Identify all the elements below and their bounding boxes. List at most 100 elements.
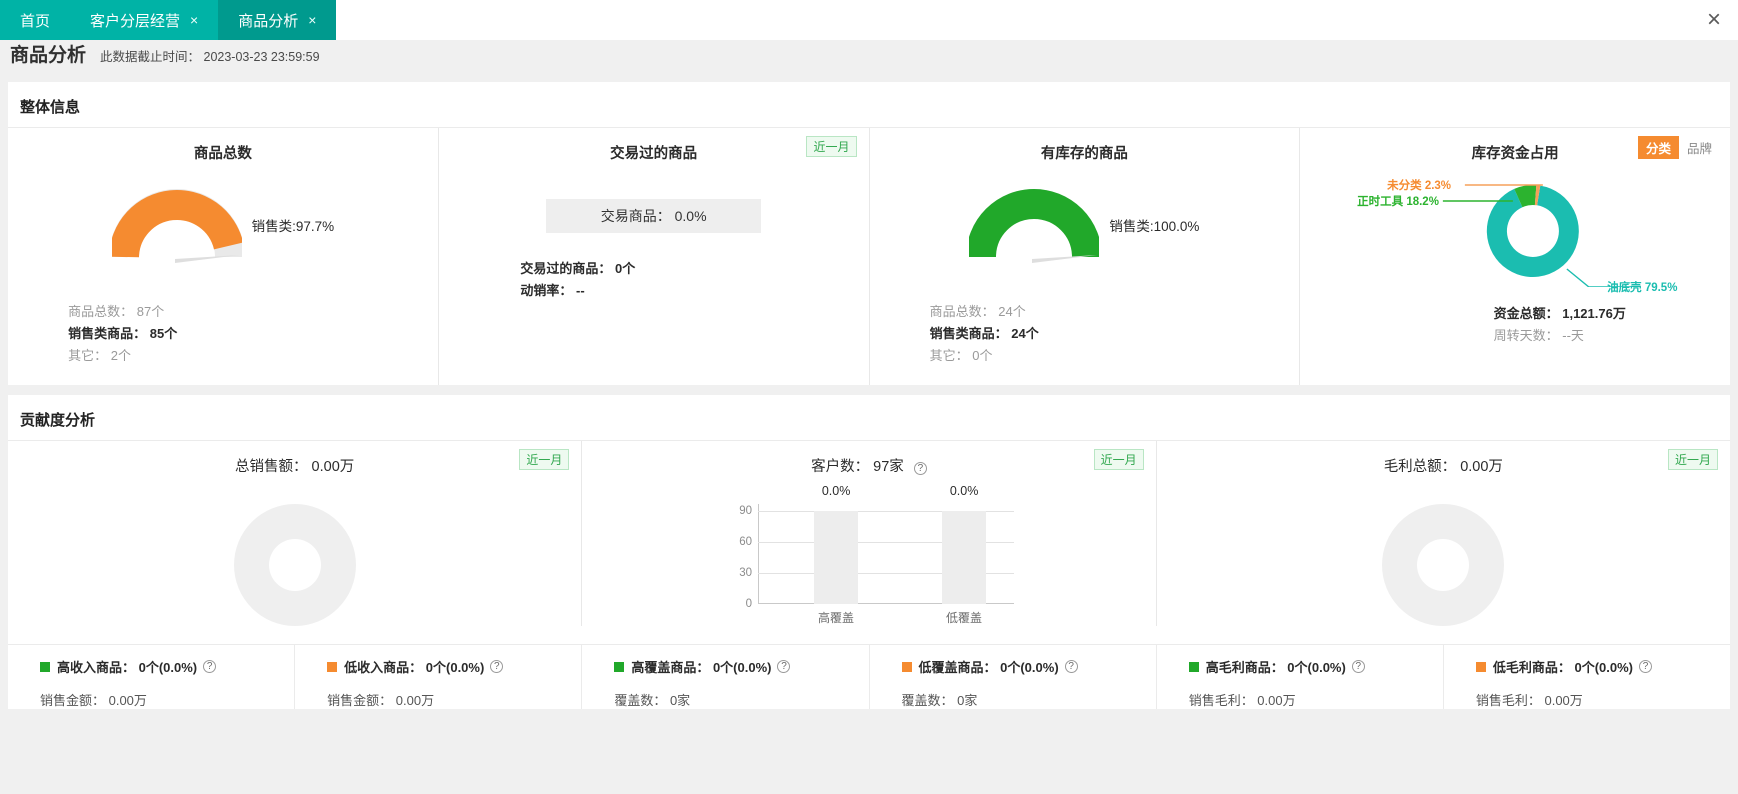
help-icon[interactable]: ? [1064, 660, 1078, 673]
toggle-option-category[interactable]: 分类 [1637, 136, 1679, 159]
card-title: 商品总数 [193, 146, 252, 162]
gauge-percent-label: 销售类:97.7% [251, 219, 335, 234]
gridline [757, 511, 1014, 512]
legend-swatch-green [614, 661, 625, 672]
legend-heading: 低毛利商品： 0个(0.0%) ? [1475, 657, 1730, 676]
card-total-products: 商品总数 销售类:97.7% 商品总数： 87个 销售类商品： 85个 其它： … [8, 128, 439, 385]
tab-customer-tiering[interactable]: 客户分层经营 × [70, 0, 218, 40]
stat-line: 销售类商品： 24个 [929, 326, 1039, 341]
help-icon[interactable]: ? [490, 660, 504, 673]
stat-line: 交易过的商品： 0个 [520, 261, 636, 276]
donut-label-oil-pan: 油底壳 79.5% [1607, 282, 1678, 294]
legend-subline: 销售毛利： 0.00万 [1475, 693, 1583, 708]
y-axis-tick: 60 [739, 536, 752, 548]
help-icon[interactable]: ? [203, 660, 217, 673]
contribution-columns: 近一月 总销售额： 0.00万 近一月 客户数： 97家 ? 90 60 [8, 441, 1730, 626]
legend-heading: 低收入商品： 0个(0.0%) ? [327, 657, 581, 676]
x-axis [757, 603, 1014, 604]
gridline [757, 542, 1014, 543]
card-title: 有库存的商品 [1040, 146, 1128, 162]
help-icon[interactable]: ? [913, 462, 927, 475]
y-axis [757, 504, 759, 604]
legend-heading: 高收入商品： 0个(0.0%) ? [40, 657, 294, 676]
period-badge[interactable]: 近一月 [519, 449, 570, 470]
legend-label: 低毛利商品： 0个(0.0%) [1492, 660, 1633, 675]
donut-chart-gross-profit [1382, 504, 1505, 626]
legend-swatch-green [40, 661, 50, 672]
gridline [757, 573, 1014, 574]
legend-cell-low-coverage: 低覆盖商品： 0个(0.0%) ? 覆盖数： 0家 [870, 645, 1157, 709]
contribution-legend-row: 高收入商品： 0个(0.0%) ? 销售金额： 0.00万 低收入商品： 0个(… [8, 644, 1730, 709]
card-in-stock-products: 有库存的商品 销售类:100.0% 商品总数： 24个 销售类商品： 24个 其… [870, 128, 1301, 385]
legend-subline: 销售金额： 0.00万 [40, 693, 147, 708]
legend-swatch-orange [327, 661, 338, 672]
period-badge[interactable]: 近一月 [1093, 449, 1144, 470]
legend-cell-high-margin: 高毛利商品： 0个(0.0%) ? 销售毛利： 0.00万 [1157, 645, 1444, 709]
toggle-option-brand[interactable]: 品牌 [1678, 136, 1720, 159]
bar-high-coverage[interactable] [814, 511, 858, 604]
legend-cell-high-coverage: 高覆盖商品： 0个(0.0%) ? 覆盖数： 0家 [582, 645, 870, 709]
page-title: 商品分析 [10, 45, 87, 66]
y-axis-tick: 0 [745, 598, 752, 610]
tab-product-analysis[interactable]: 商品分析 × [218, 0, 337, 40]
stat-line: 销售类商品： 85个 [68, 326, 178, 341]
column-heading-text: 客户数： 97家 [811, 459, 904, 475]
donut-chart-total-sales [233, 504, 356, 626]
legend-subline: 销售金额： 0.00万 [327, 693, 435, 708]
dimension-toggle[interactable]: 分类 品牌 [1637, 136, 1720, 159]
bar-value-label: 0.0% [821, 484, 851, 498]
tab-home[interactable]: 首页 [0, 0, 70, 40]
card-inventory-capital: 分类 品牌 库存资金占用 [1300, 128, 1730, 385]
legend-heading: 高毛利商品： 0个(0.0%) ? [1188, 657, 1443, 676]
period-badge[interactable]: 近一月 [1667, 449, 1718, 470]
contribution-title: 贡献度分析 [8, 395, 1730, 441]
window-close-button[interactable]: × [1690, 0, 1738, 40]
x-axis-label: 低覆盖 [946, 611, 983, 625]
legend-subline: 覆盖数： 0家 [614, 693, 691, 708]
tab-label: 商品分析 [238, 12, 299, 30]
column-heading: 总销售额： 0.00万 [235, 459, 355, 475]
donut-icon [1443, 184, 1634, 288]
help-icon[interactable]: ? [1639, 660, 1652, 673]
stat-line: 其它： 2个 [68, 348, 131, 363]
bar-low-coverage[interactable] [942, 511, 986, 604]
help-icon[interactable]: ? [1351, 660, 1365, 673]
overall-info-panel: 整体信息 商品总数 销售类:97.7% 商品总数： 87个 销售类商品： 85个… [8, 82, 1730, 385]
legend-swatch-orange [901, 661, 912, 672]
card-traded-products: 近一月 交易过的商品 交易商品： 0.0% 交易过的商品： 0个 动销率： -- [439, 128, 870, 385]
gauge-chart-total-products: 销售类:97.7% [8, 169, 438, 281]
legend-label: 低覆盖商品： 0个(0.0%) [918, 660, 1059, 675]
close-icon[interactable]: × [190, 12, 199, 28]
contribution-panel: 贡献度分析 近一月 总销售额： 0.00万 近一月 客户数： 97家 ? [8, 395, 1730, 709]
gauge-icon [111, 189, 242, 263]
card-title: 库存资金占用 [1471, 146, 1559, 162]
overall-info-title: 整体信息 [8, 82, 1730, 128]
stat-line: 商品总数： 87个 [68, 304, 165, 319]
card-title: 交易过的商品 [610, 146, 698, 162]
x-axis-label: 高覆盖 [818, 611, 855, 625]
close-icon[interactable]: × [308, 12, 317, 28]
card-stats: 商品总数： 87个 销售类商品： 85个 其它： 2个 [8, 301, 438, 367]
stat-line: 其它： 0个 [929, 348, 993, 363]
help-icon[interactable]: ? [777, 660, 791, 673]
legend-cell-low-margin: 低毛利商品： 0个(0.0%) ? 销售毛利： 0.00万 [1444, 645, 1730, 709]
traded-percent-bar: 交易商品： 0.0% [546, 199, 762, 233]
column-heading: 客户数： 97家 ? [582, 455, 1155, 476]
legend-label: 高收入商品： 0个(0.0%) [57, 660, 198, 675]
gauge-percent-label: 销售类:100.0% [1109, 219, 1200, 234]
tab-bar-spacer [336, 0, 1690, 40]
donut-chart-inventory-capital: 未分类 2.3% 正时工具 18.2% 油底壳 79.5% [1300, 169, 1730, 294]
legend-heading: 低覆盖商品： 0个(0.0%) ? [901, 657, 1156, 676]
gauge-icon [969, 189, 1100, 263]
card-stats: 商品总数： 24个 销售类商品： 24个 其它： 0个 [870, 301, 1300, 367]
legend-label: 低收入商品： 0个(0.0%) [344, 660, 485, 675]
bar-chart-plot-area: 90 60 30 0 0.0% 0.0% 高覆盖 低覆盖 [739, 484, 1014, 625]
legend-swatch-orange [1475, 661, 1486, 672]
card-stats: 资金总额： 1,121.76万 周转天数： --天 [1300, 303, 1730, 347]
legend-heading: 高覆盖商品： 0个(0.0%) ? [614, 657, 868, 676]
tab-bar: 首页 客户分层经营 × 商品分析 × × [0, 0, 1738, 40]
donut-label-timing-tools: 正时工具 18.2% [1357, 196, 1439, 208]
y-axis-tick: 30 [739, 567, 752, 579]
stat-line: 资金总额： 1,121.76万 [1493, 306, 1626, 321]
period-badge[interactable]: 近一月 [806, 136, 857, 157]
